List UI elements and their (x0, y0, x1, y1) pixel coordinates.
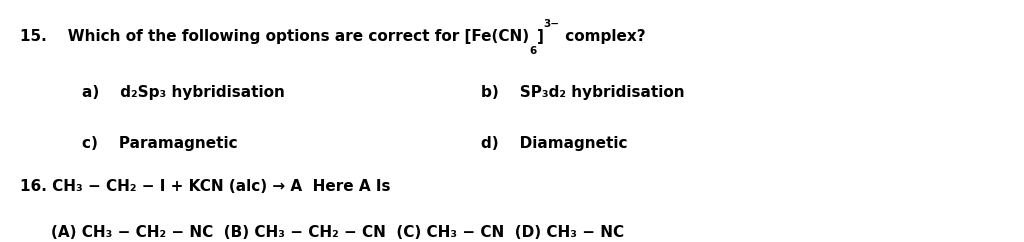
Text: 6: 6 (529, 46, 537, 56)
Text: d)    Diamagnetic: d) Diamagnetic (481, 136, 628, 151)
Text: 3−: 3− (544, 19, 560, 29)
Text: a)    d₂Sp₃ hybridisation: a) d₂Sp₃ hybridisation (82, 85, 285, 100)
Text: b)    SP₃d₂ hybridisation: b) SP₃d₂ hybridisation (481, 85, 685, 100)
Text: (A) CH₃ − CH₂ − NC  (B) CH₃ − CH₂ − CN  (C) CH₃ − CN  (D) CH₃ − NC: (A) CH₃ − CH₂ − NC (B) CH₃ − CH₂ − CN (C… (51, 225, 625, 240)
Text: complex?: complex? (560, 29, 645, 44)
Text: 15.    Which of the following options are correct for [Fe(CN): 15. Which of the following options are c… (20, 29, 529, 44)
Text: c)    Paramagnetic: c) Paramagnetic (82, 136, 238, 151)
Text: 16. CH₃ − CH₂ − I + KCN (alc) → A  Here A Is: 16. CH₃ − CH₂ − I + KCN (alc) → A Here A… (20, 179, 391, 194)
Text: ]: ] (537, 29, 544, 44)
